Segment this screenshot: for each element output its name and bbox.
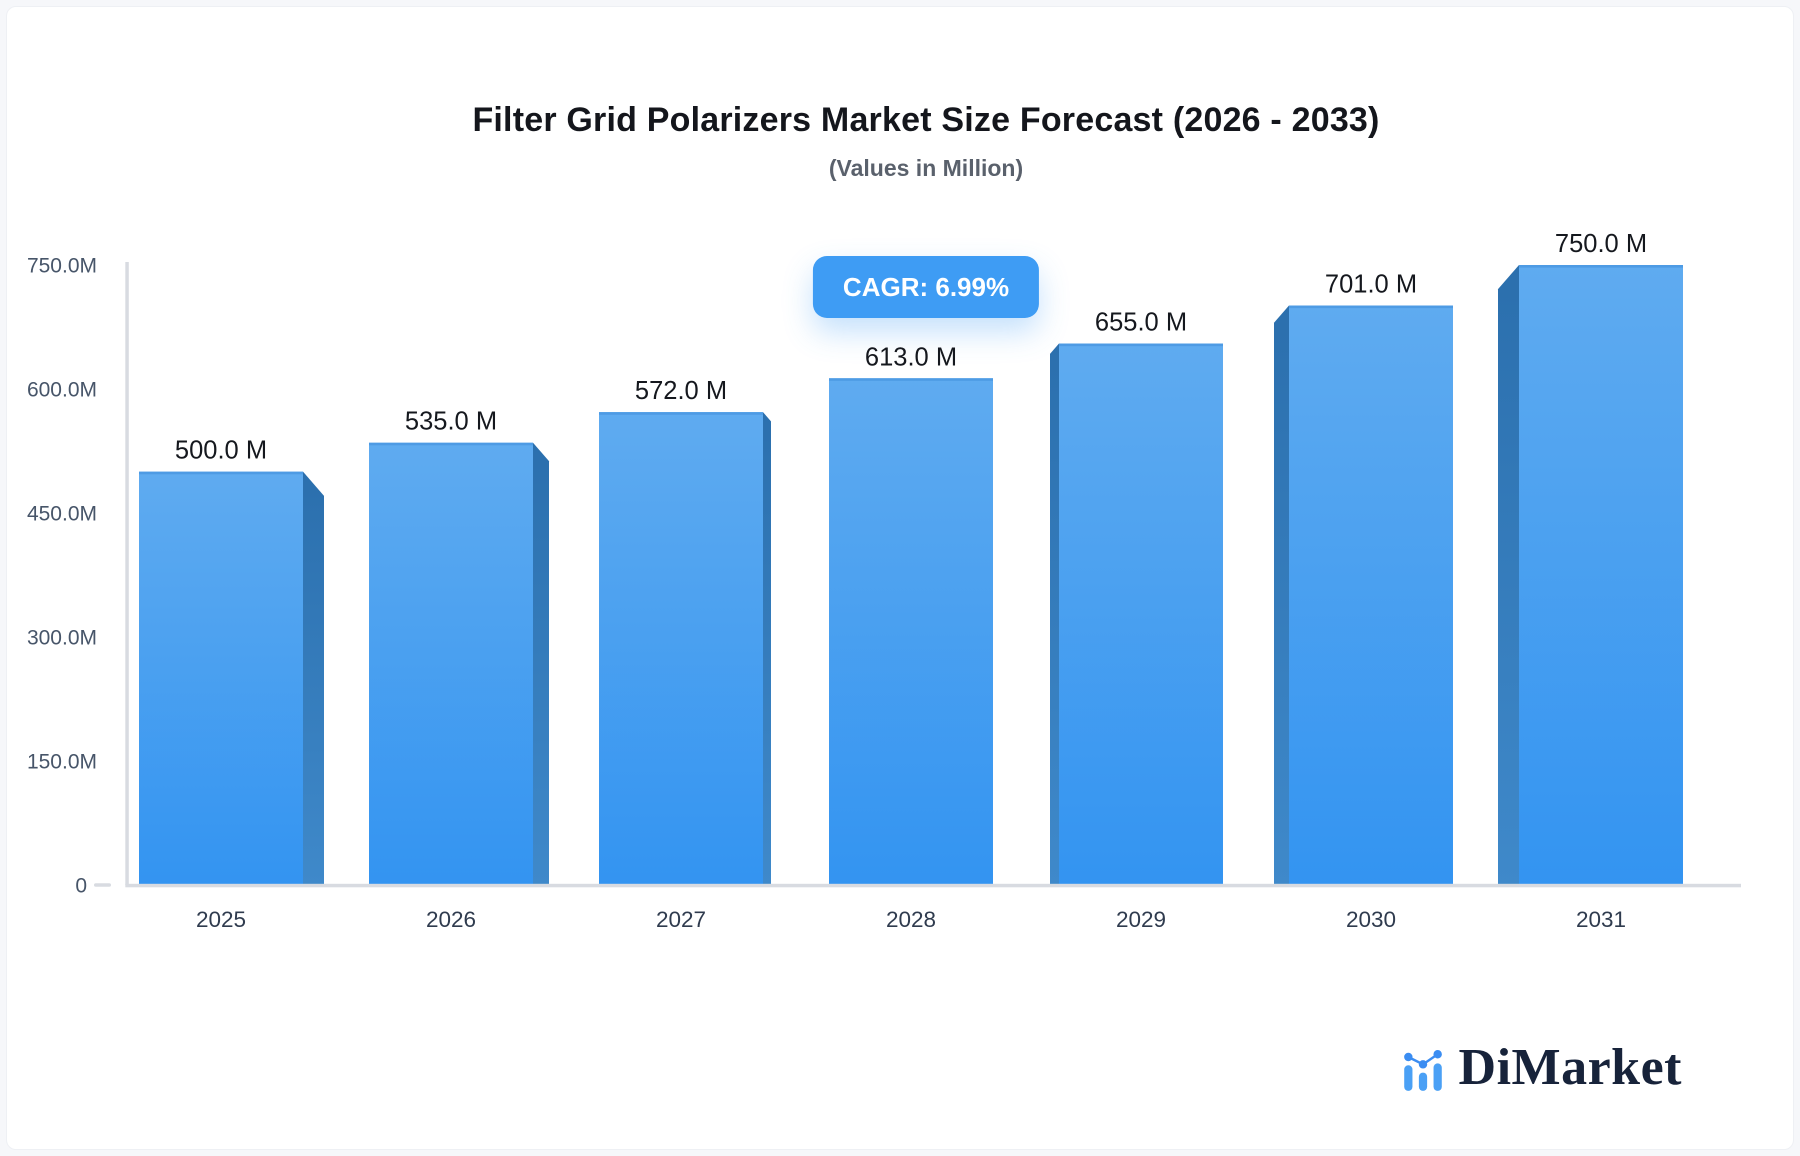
- bar-value-label: 535.0 M: [405, 408, 497, 436]
- y-axis-label: 600.0M: [27, 379, 97, 402]
- x-axis-label: 2029: [1116, 907, 1166, 932]
- brand-name: DiMarket: [1458, 1039, 1682, 1096]
- bar-value-label: 500.0 M: [175, 437, 267, 465]
- bar-value-label: 613.0 M: [865, 343, 957, 371]
- y-axis-label: 0: [75, 875, 87, 898]
- bar-top-edge: [369, 442, 533, 446]
- bar: [1059, 343, 1223, 885]
- zero-tick-mark: [94, 883, 111, 887]
- bar: [1289, 305, 1453, 885]
- bar-top-edge: [599, 412, 763, 415]
- bar: [829, 378, 993, 885]
- x-axis-label: 2031: [1576, 907, 1626, 932]
- chart-subtitle: (Values in Million): [828, 155, 1024, 181]
- cagr-badge-label: CAGR: 6.99%: [842, 272, 1010, 302]
- bar-3d-side: [1274, 305, 1289, 885]
- bar: [139, 471, 303, 885]
- bar-3d-side: [1050, 343, 1059, 885]
- chart-card: Filter Grid Polarizers Market Size Forec…: [6, 6, 1794, 1150]
- bar: [1519, 265, 1683, 885]
- bar-value-label: 701.0 M: [1325, 271, 1417, 299]
- bar-3d-side: [1498, 265, 1519, 885]
- bar-top-edge: [829, 378, 993, 381]
- bar-chart: 0 150.0M 300.0M 450.0M 600.0M 750.0M 500.0 M 20…: [27, 230, 1741, 932]
- cagr-badge: CAGR: 6.99%: [812, 256, 1040, 318]
- brand-logo: DiMarket: [1401, 1042, 1682, 1094]
- bar: [369, 442, 533, 885]
- x-axis-line: [125, 883, 1741, 888]
- bar-3d-side: [533, 442, 549, 885]
- bar-value-label: 655.0 M: [1095, 309, 1187, 337]
- y-axis-line: [125, 262, 129, 885]
- x-axis-label: 2027: [656, 907, 706, 932]
- y-axis-label: 450.0M: [27, 503, 97, 526]
- bar-line-chart-icon: [1403, 1050, 1442, 1091]
- bar-top-edge: [1519, 265, 1683, 268]
- bar-3d-side: [303, 471, 324, 885]
- y-axis-label: 150.0M: [27, 751, 97, 774]
- bar-3d-side: [763, 412, 771, 885]
- bar-value-label: 572.0 M: [635, 377, 727, 405]
- bar-top-edge: [139, 471, 303, 475]
- chart-title: Filter Grid Polarizers Market Size Forec…: [472, 101, 1380, 139]
- bar-top-edge: [1289, 305, 1453, 309]
- x-axis-label: 2030: [1346, 907, 1396, 932]
- bar: [599, 412, 763, 885]
- bar-value-label: 750.0 M: [1555, 230, 1647, 258]
- bar-top-edge: [1059, 343, 1223, 347]
- x-axis-label: 2028: [886, 907, 936, 932]
- x-axis-label: 2025: [196, 907, 246, 932]
- y-axis-label: 300.0M: [27, 627, 97, 650]
- y-axis-label: 750.0M: [27, 255, 97, 278]
- x-axis-label: 2026: [426, 907, 476, 932]
